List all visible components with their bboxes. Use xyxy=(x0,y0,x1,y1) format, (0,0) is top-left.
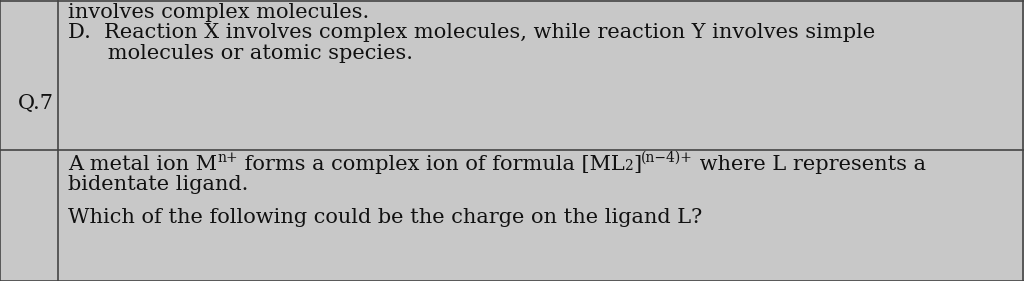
Text: A metal ion M: A metal ion M xyxy=(68,155,217,174)
Text: Q.7: Q.7 xyxy=(18,94,54,112)
Text: involves complex molecules.: involves complex molecules. xyxy=(68,3,370,22)
Text: 2: 2 xyxy=(625,159,633,173)
Text: forms a complex ion of formula [ML: forms a complex ion of formula [ML xyxy=(238,155,625,174)
Text: D.  Reaction X involves complex molecules, while reaction Y involves simple: D. Reaction X involves complex molecules… xyxy=(68,23,876,42)
Text: where L represents a: where L represents a xyxy=(693,155,926,174)
Text: Which of the following could be the charge on the ligand L?: Which of the following could be the char… xyxy=(68,208,702,227)
Text: n+: n+ xyxy=(217,151,238,165)
Text: molecules or atomic species.: molecules or atomic species. xyxy=(68,44,413,63)
Text: ]: ] xyxy=(633,155,641,174)
Text: (n−4)+: (n−4)+ xyxy=(641,151,693,165)
Text: bidentate ligand.: bidentate ligand. xyxy=(68,175,249,194)
